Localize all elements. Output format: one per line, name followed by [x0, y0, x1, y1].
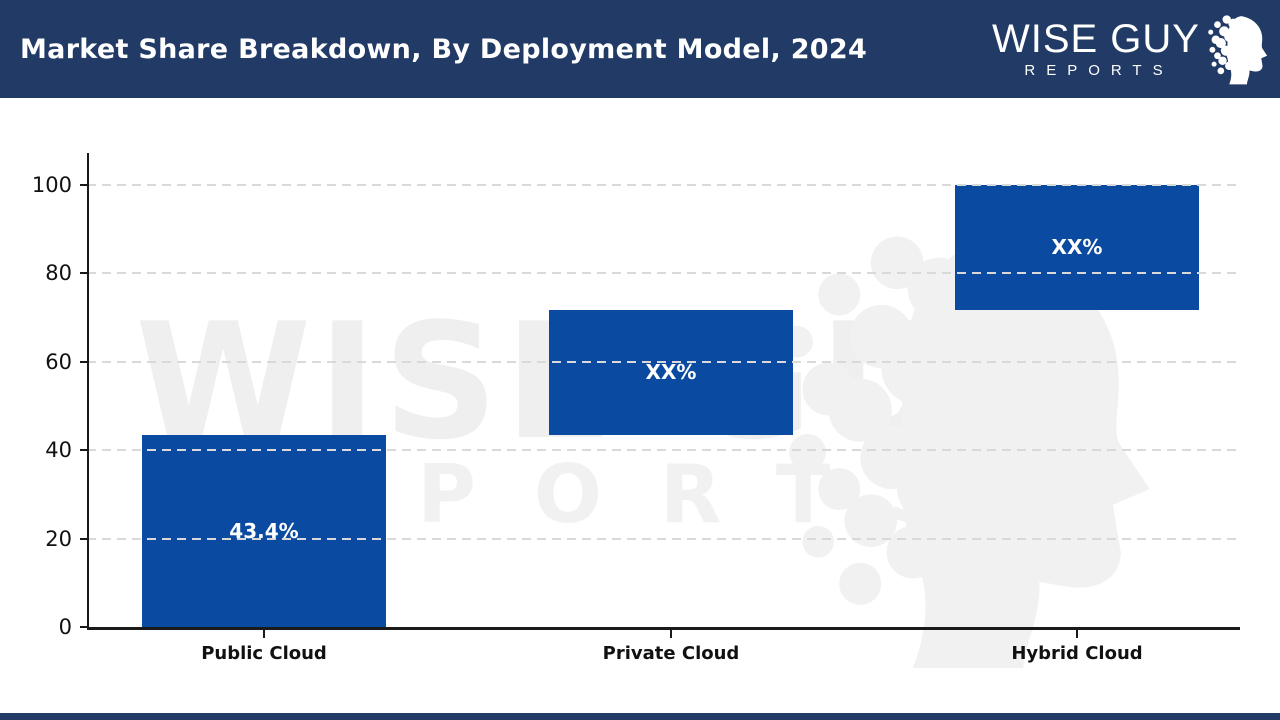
- y-tick-label: 60: [45, 349, 72, 374]
- logo-text: WISE GUY REPORTS: [992, 19, 1200, 79]
- x-category-label: Private Cloud: [602, 643, 740, 664]
- y-tick-mark: [80, 626, 87, 628]
- y-tick-mark: [80, 360, 87, 363]
- bar-public-cloud: 43.4%: [142, 435, 386, 627]
- y-tick-mark: [80, 537, 87, 540]
- gridline-60: [87, 360, 1240, 363]
- bar-private-cloud: XX%: [549, 309, 793, 436]
- x-tick-mark: [1076, 630, 1078, 638]
- x-category-label: Hybrid Cloud: [1011, 643, 1143, 664]
- bar-hybrid-cloud: XX%: [955, 185, 1199, 310]
- wise-guy-reports-logo: WISE GUY REPORTS: [992, 11, 1280, 87]
- x-tick-mark: [263, 630, 265, 638]
- y-tick-label: 80: [45, 261, 72, 286]
- watermark-face-icon: [781, 236, 1150, 668]
- gridline-40: [87, 449, 1240, 452]
- x-tick-mark: [670, 630, 672, 638]
- y-tick-mark: [80, 272, 87, 275]
- y-tick-label: 20: [45, 526, 72, 551]
- footer-bar: [0, 713, 1280, 720]
- logo-wordmark: WISE GUY: [991, 17, 1200, 61]
- x-category-label: Public Cloud: [201, 643, 327, 664]
- y-tick-mark: [80, 184, 87, 186]
- bar-value-label: XX%: [645, 360, 697, 385]
- chart-title: Market Share Breakdown, By Deployment Mo…: [20, 33, 868, 65]
- plot-area: WISE GUY REPORTS 0 20 40 60 80 100 43.4% Public…: [0, 98, 1280, 713]
- y-tick-label: 40: [45, 438, 72, 463]
- gridline-100: [87, 184, 1240, 186]
- y-tick-label: 0: [58, 615, 72, 639]
- y-axis-line: [87, 153, 89, 630]
- y-tick-label: 100: [31, 173, 72, 197]
- logo-face-icon: [1208, 15, 1268, 85]
- y-tick-mark: [80, 449, 87, 452]
- bar-value-label: XX%: [1051, 235, 1103, 260]
- gridline-80: [87, 272, 1240, 275]
- logo-subtext: REPORTS: [1024, 62, 1174, 79]
- x-axis-line: [87, 627, 1240, 630]
- header-bar: Market Share Breakdown, By Deployment Mo…: [0, 0, 1280, 98]
- gridline-20: [87, 537, 1240, 540]
